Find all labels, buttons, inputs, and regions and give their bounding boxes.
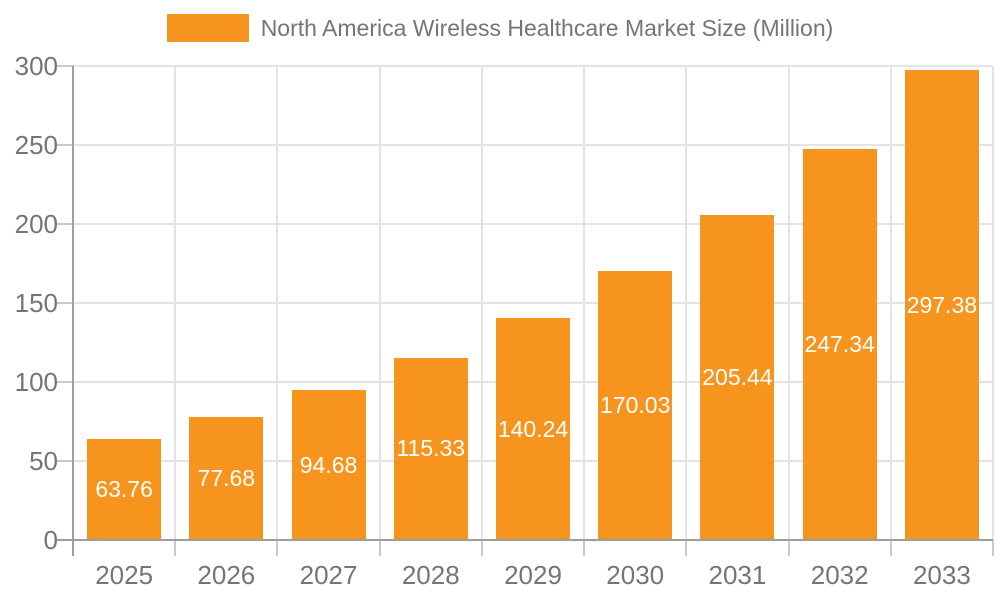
x-tick-mark bbox=[480, 540, 483, 556]
y-tick-label: 150 bbox=[14, 288, 58, 318]
bar-value-label: 170.03 bbox=[600, 392, 671, 419]
y-tick-label: 0 bbox=[43, 525, 58, 555]
bar-value-label: 297.38 bbox=[906, 291, 978, 318]
bar: 140.24 bbox=[496, 318, 570, 540]
x-tick-label: 2026 bbox=[197, 560, 256, 590]
bar: 63.76 bbox=[87, 439, 162, 540]
y-tick-mark bbox=[57, 223, 73, 225]
chart-legend: North America Wireless Healthcare Market… bbox=[0, 14, 1000, 42]
gridline-vertical bbox=[685, 66, 688, 540]
x-tick-mark bbox=[685, 540, 688, 556]
y-tick-mark bbox=[57, 302, 73, 304]
y-tick-label: 300 bbox=[14, 51, 58, 81]
x-tick-label: 2025 bbox=[95, 560, 154, 590]
x-tick-mark bbox=[276, 540, 279, 556]
gridline-vertical bbox=[889, 66, 892, 540]
bar-value-label: 247.34 bbox=[804, 331, 875, 358]
bar: 205.44 bbox=[700, 215, 775, 540]
gridline-horizontal bbox=[73, 223, 993, 225]
legend-series-label: North America Wireless Healthcare Market… bbox=[260, 15, 834, 41]
x-tick-label: 2033 bbox=[912, 560, 971, 590]
x-tick-mark bbox=[174, 540, 177, 556]
bar: 297.38 bbox=[904, 70, 979, 540]
y-tick-mark bbox=[57, 381, 73, 383]
x-tick-mark bbox=[378, 540, 381, 556]
y-tick-label: 50 bbox=[29, 446, 58, 476]
bar: 170.03 bbox=[598, 271, 673, 540]
x-tick-label: 2031 bbox=[708, 560, 767, 590]
bar: 77.68 bbox=[189, 417, 264, 540]
gridline-vertical bbox=[583, 66, 586, 540]
gridline-vertical bbox=[480, 66, 483, 540]
y-tick-mark bbox=[57, 460, 73, 462]
gridline-horizontal bbox=[73, 144, 993, 146]
gridline-horizontal bbox=[73, 302, 993, 304]
bar-value-label: 94.68 bbox=[299, 451, 358, 478]
x-tick-mark bbox=[889, 540, 892, 556]
bar-value-label: 63.76 bbox=[95, 476, 153, 503]
x-tick-mark bbox=[583, 540, 586, 556]
gridline-vertical bbox=[276, 66, 279, 540]
bar: 247.34 bbox=[802, 149, 877, 540]
gridline-vertical bbox=[378, 66, 381, 540]
bar-value-label: 77.68 bbox=[197, 465, 256, 492]
gridline-vertical bbox=[992, 66, 994, 540]
x-tick-label: 2030 bbox=[606, 560, 665, 590]
x-tick-label: 2029 bbox=[504, 560, 562, 590]
bar-value-label: 115.33 bbox=[396, 435, 466, 462]
bar-value-label: 205.44 bbox=[702, 364, 773, 391]
x-tick-label: 2027 bbox=[299, 560, 358, 590]
x-tick-mark bbox=[787, 540, 790, 556]
y-tick-label: 250 bbox=[14, 130, 58, 160]
bar-value-label: 140.24 bbox=[497, 415, 569, 442]
x-axis-line bbox=[57, 539, 993, 541]
x-tick-label: 2032 bbox=[810, 560, 869, 590]
bar: 115.33 bbox=[393, 357, 468, 540]
gridline-vertical bbox=[174, 66, 177, 540]
gridline-horizontal bbox=[73, 65, 993, 67]
y-tick-label: 100 bbox=[14, 367, 58, 397]
gridline-vertical bbox=[787, 66, 790, 540]
y-tick-mark bbox=[57, 65, 73, 67]
y-axis-line bbox=[72, 66, 74, 556]
y-tick-mark bbox=[57, 144, 73, 146]
y-tick-label: 200 bbox=[14, 209, 58, 239]
x-tick-mark bbox=[992, 540, 994, 556]
legend-swatch-icon bbox=[166, 14, 249, 42]
bar: 94.68 bbox=[291, 390, 366, 540]
x-tick-label: 2028 bbox=[401, 560, 460, 590]
